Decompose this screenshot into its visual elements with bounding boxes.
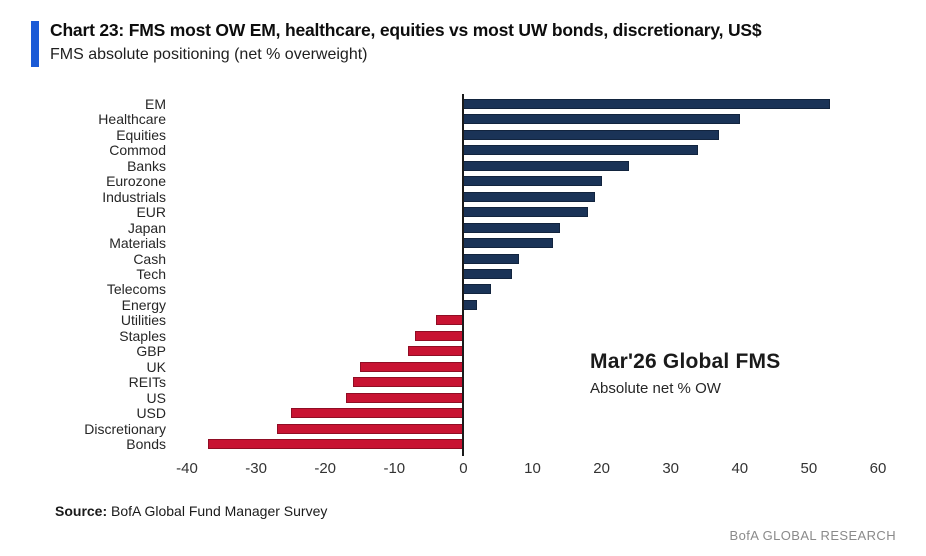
bar-row: Cash (0, 250, 926, 267)
x-axis-tick-label: 60 (869, 460, 887, 477)
bar-row: USD (0, 405, 926, 422)
bar-row: Commod (0, 142, 926, 159)
category-label: UK (146, 358, 166, 375)
bar-row: Healthcare (0, 111, 926, 128)
x-axis-tick-label: 0 (459, 460, 468, 477)
negative-bar (345, 392, 464, 403)
x-axis-tick-label: -10 (383, 460, 406, 477)
category-label: Staples (119, 327, 166, 344)
x-axis-tick-label: -20 (314, 460, 337, 477)
positive-bar (463, 238, 554, 249)
positive-bar (463, 191, 595, 202)
bar-row: Tech (0, 265, 926, 282)
positive-bar (463, 176, 602, 187)
positive-bar (463, 114, 740, 125)
category-label: Discretionary (84, 420, 166, 437)
source-line: Source: BofA Global Fund Manager Survey (55, 503, 327, 519)
negative-bar (207, 439, 464, 450)
brand-footer: BofA GLOBAL RESEARCH (729, 528, 896, 543)
category-label: Banks (127, 157, 166, 174)
bar-row: Utilities (0, 312, 926, 329)
category-label: USD (136, 405, 166, 422)
bar-row: Telecoms (0, 281, 926, 298)
bar-row: Discretionary (0, 420, 926, 437)
category-label: REITs (128, 374, 166, 391)
bar-row: GBP (0, 343, 926, 360)
bar-row: Japan (0, 219, 926, 236)
category-label: Commod (109, 142, 166, 159)
x-axis-tick-label: 40 (731, 460, 749, 477)
x-axis-tick-label: 20 (593, 460, 610, 477)
positive-bar (463, 268, 512, 279)
category-label: EUR (136, 204, 166, 221)
source-label: Source: (55, 503, 108, 519)
bar-row: Bonds (0, 436, 926, 453)
category-label: Tech (136, 265, 166, 282)
negative-bar (352, 377, 464, 388)
category-label: Bonds (126, 436, 166, 453)
positive-bar (463, 207, 588, 218)
positive-bar (463, 284, 492, 295)
x-axis-tick-label: -40 (176, 460, 198, 477)
negative-bar (435, 315, 464, 326)
bar-row: EM (0, 95, 926, 112)
bar-row: REITs (0, 374, 926, 391)
bar-row: UK (0, 358, 926, 375)
category-label: Utilities (120, 312, 166, 329)
x-axis-tick-label: -30 (245, 460, 267, 477)
bar-row: US (0, 389, 926, 406)
positive-bar (463, 253, 519, 264)
annotation-subtitle: Absolute net % OW (590, 380, 721, 397)
chart-subtitle: FMS absolute positioning (net % overweig… (50, 46, 368, 63)
bar-row: Eurozone (0, 173, 926, 190)
bar-chart: EM Healthcare Equities Commod Banks Eurozone I… (0, 94, 926, 477)
bar-row: Banks (0, 157, 926, 174)
category-label: US (146, 389, 166, 406)
category-label: Cash (133, 250, 166, 267)
bar-row: Energy (0, 296, 926, 313)
zero-axis-line (462, 94, 465, 456)
bar-row: Equities (0, 126, 926, 143)
category-label: Energy (121, 296, 166, 313)
negative-bar (359, 361, 464, 372)
bar-row: Staples (0, 327, 926, 344)
x-axis-tick-label: 30 (662, 460, 680, 477)
positive-bar (463, 160, 630, 171)
positive-bar (463, 98, 830, 109)
bar-row: Industrials (0, 188, 926, 205)
category-label: Japan (127, 219, 166, 236)
annotation-title: Mar'26 Global FMS (590, 350, 781, 373)
title-accent-bar (31, 21, 39, 67)
x-axis-tick-label: 10 (524, 460, 541, 477)
negative-bar (290, 408, 464, 419)
bar-row: EUR (0, 204, 926, 221)
negative-bar (276, 423, 464, 434)
negative-bar (415, 330, 464, 341)
source-text: BofA Global Fund Manager Survey (107, 503, 328, 519)
category-label: Materials (109, 235, 166, 252)
chart-title: Chart 23: FMS most OW EM, healthcare, eq… (50, 20, 762, 40)
negative-bar (408, 346, 464, 357)
positive-bar (463, 222, 561, 233)
category-label: Healthcare (98, 111, 166, 128)
category-label: Industrials (102, 188, 166, 205)
positive-bar (463, 145, 699, 156)
bar-row: Materials (0, 235, 926, 252)
positive-bar (463, 129, 720, 140)
category-label: Telecoms (106, 281, 166, 298)
positive-bar (463, 299, 478, 310)
x-axis-tick-label: 50 (800, 460, 818, 477)
category-label: GBP (136, 343, 166, 360)
category-label: Equities (116, 126, 166, 143)
category-label: EM (145, 95, 166, 112)
category-label: Eurozone (106, 173, 166, 190)
